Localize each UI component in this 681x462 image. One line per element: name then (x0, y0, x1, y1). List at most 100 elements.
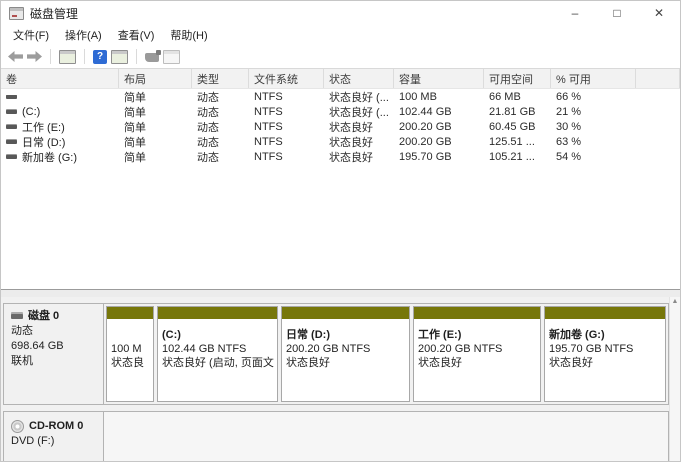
disk-management-app-icon (9, 6, 24, 20)
partition-status: 状态良好 (286, 357, 330, 369)
menu-view[interactable]: 查看(V) (117, 30, 155, 42)
partition-status: 状态良好 (549, 357, 593, 369)
graphical-view: 磁盘 0 动态 698.64 GB 联机 100 M 状态良 (1, 297, 680, 461)
volume-capacity: 200.20 GB (399, 135, 452, 148)
volume-status: 状态良好 (... (329, 106, 389, 119)
disk0-size: 698.64 GB (11, 340, 64, 352)
volume-capacity: 200.20 GB (399, 120, 452, 133)
header-layout[interactable]: 布局 (119, 69, 192, 88)
header-filesystem[interactable]: 文件系统 (249, 69, 324, 88)
menu-file[interactable]: 文件(F) (13, 30, 50, 42)
volume-pct: 63 % (556, 135, 582, 148)
properties-window-icon[interactable] (111, 49, 128, 64)
disk0-label: 磁盘 0 (28, 310, 60, 322)
table-row[interactable]: 新加卷 (G:) 简单 动态 NTFS 状态良好 195.70 GB 105.2… (1, 149, 680, 164)
header-pct-free[interactable]: % 可用 (551, 69, 636, 88)
volume-name: (C:) (22, 105, 41, 118)
partition-e[interactable]: 工作 (E:) 200.20 GB NTFS 状态良好 (413, 306, 541, 402)
volume-pct: 54 % (556, 150, 582, 163)
volume-layout: 简单 (124, 151, 146, 164)
volume-icon (6, 154, 17, 159)
volume-layout: 简单 (124, 106, 146, 119)
header-volume[interactable]: 卷 (1, 69, 119, 88)
cdrom-label: CD-ROM 0 (29, 420, 84, 432)
volume-icon (6, 139, 17, 144)
partition-name: 工作 (E:) (418, 329, 462, 341)
table-row[interactable]: 简单 动态 NTFS 状态良好 (... 100 MB 66 MB 66 % (1, 89, 680, 104)
back-icon[interactable] (8, 51, 23, 62)
volume-name: 日常 (D:) (22, 136, 66, 149)
partition-d[interactable]: 日常 (D:) 200.20 GB NTFS 状态良好 (281, 306, 410, 402)
volume-name: 新加卷 (G:) (22, 151, 77, 164)
volume-pct: 30 % (556, 120, 582, 133)
table-row[interactable]: 日常 (D:) 简单 动态 NTFS 状态良好 200.20 GB 125.51… (1, 134, 680, 149)
partition-color-bar (414, 307, 540, 319)
tool-icon[interactable] (145, 50, 161, 62)
partition-status: 状态良 (111, 357, 144, 369)
disk0-type: 动态 (11, 325, 33, 337)
volume-status: 状态良好 (329, 121, 373, 134)
partition-size: 195.70 GB NTFS (549, 343, 634, 355)
cd-rom-icon (11, 420, 24, 433)
cdrom-media-area (104, 412, 668, 461)
minimize-button[interactable]: – (571, 6, 579, 20)
volume-pct: 21 % (556, 105, 582, 118)
table-row[interactable]: 工作 (E:) 简单 动态 NTFS 状态良好 200.20 GB 60.45 … (1, 119, 680, 134)
volume-capacity: 100 MB (399, 90, 437, 103)
partition-color-bar (107, 307, 153, 319)
new-window-icon[interactable] (163, 49, 180, 64)
volume-type: 动态 (197, 151, 219, 164)
vertical-scrollbar[interactable]: ▲ (669, 297, 680, 461)
header-free-space[interactable]: 可用空间 (484, 69, 551, 88)
volume-free: 105.21 ... (489, 150, 535, 163)
toolbar: ? (1, 45, 680, 69)
table-row[interactable]: (C:) 简单 动态 NTFS 状态良好 (... 102.44 GB 21.8… (1, 104, 680, 119)
partition-strip: 100 M 状态良 (C:) 102.44 GB NTFS 状态良好 (启动, … (104, 304, 668, 404)
help-icon[interactable]: ? (93, 49, 107, 64)
close-button[interactable]: ✕ (653, 6, 665, 20)
toolbar-separator (136, 49, 137, 64)
partition-name: 新加卷 (G:) (549, 329, 605, 341)
scroll-up-icon[interactable]: ▲ (671, 298, 679, 305)
partition-size: 102.44 GB NTFS (162, 343, 247, 355)
partition-system[interactable]: 100 M 状态良 (106, 306, 154, 402)
partition-color-bar (545, 307, 665, 319)
volume-type: 动态 (197, 121, 219, 134)
partition-name: (C:) (162, 329, 181, 341)
volume-status: 状态良好 (... (329, 91, 389, 104)
header-capacity[interactable]: 容量 (394, 69, 484, 88)
disk0-status: 联机 (11, 355, 33, 367)
partition-size: 200.20 GB NTFS (418, 343, 503, 355)
header-status[interactable]: 状态 (324, 69, 394, 88)
cdrom-info[interactable]: CD-ROM 0 DVD (F:) (4, 412, 104, 461)
volume-capacity: 102.44 GB (399, 105, 452, 118)
maximize-button[interactable]: □ (613, 6, 621, 20)
menu-action[interactable]: 操作(A) (65, 30, 102, 42)
header-blank (636, 69, 680, 88)
volume-capacity: 195.70 GB (399, 150, 452, 163)
partition-g[interactable]: 新加卷 (G:) 195.70 GB NTFS 状态良好 (544, 306, 666, 402)
cdrom-row: CD-ROM 0 DVD (F:) (3, 411, 669, 461)
volume-list-header: 卷 布局 类型 文件系统 状态 容量 可用空间 % 可用 (1, 69, 680, 89)
volume-layout: 简单 (124, 91, 146, 104)
pane-splitter[interactable] (1, 289, 680, 298)
forward-icon[interactable] (27, 51, 42, 62)
partition-c[interactable]: (C:) 102.44 GB NTFS 状态良好 (启动, 页面文 (157, 306, 278, 402)
partition-status: 状态良好 (418, 357, 462, 369)
volume-layout: 简单 (124, 136, 146, 149)
partition-name (111, 328, 153, 342)
toolbar-separator (50, 49, 51, 64)
partition-size: 200.20 GB NTFS (286, 343, 371, 355)
console-tree-icon[interactable] (59, 49, 76, 64)
header-type[interactable]: 类型 (192, 69, 249, 88)
volume-status: 状态良好 (329, 151, 373, 164)
volume-fs: NTFS (254, 135, 283, 148)
title-bar: 磁盘管理 – □ ✕ (1, 1, 680, 25)
volume-fs: NTFS (254, 120, 283, 133)
partition-color-bar (158, 307, 277, 319)
menu-help[interactable]: 帮助(H) (170, 30, 208, 42)
window-controls: – □ ✕ (554, 1, 680, 25)
disk0-info[interactable]: 磁盘 0 动态 698.64 GB 联机 (4, 304, 104, 404)
partition-status: 状态良好 (启动, 页面文 (162, 357, 274, 369)
